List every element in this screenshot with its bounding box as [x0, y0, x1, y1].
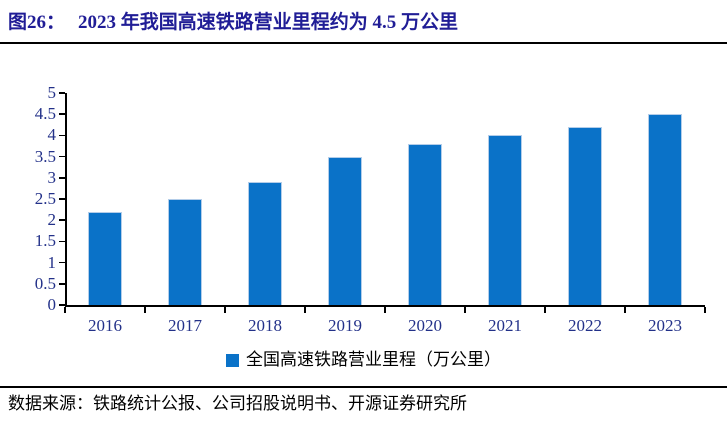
x-axis-line	[65, 305, 705, 307]
title-divider-line	[0, 42, 727, 44]
bar	[248, 182, 282, 305]
y-axis-tick	[59, 219, 65, 221]
bar-chart: 0 0.5 1 1.5 2 2.5 3 3.5 4 4.5 5 2016 2017 2018 2019 202…	[0, 60, 727, 340]
x-axis-tick	[304, 306, 306, 313]
y-tick-label: 2.5	[34, 189, 56, 208]
y-axis-tick	[59, 155, 65, 158]
y-tick-label: 4	[47, 125, 57, 145]
x-tick-label: 2019	[328, 316, 362, 335]
y-axis-tick	[59, 240, 65, 243]
x-axis-tick	[384, 306, 386, 313]
y-tick-label: 3	[47, 167, 57, 187]
y-tick-label: 3.5	[34, 146, 56, 166]
footer-divider-line	[0, 386, 727, 388]
legend-series-label: 全国高速铁路营业里程（万公里）	[246, 350, 501, 369]
figure-title-text: 2023 年我国高速铁路营业里程约为 4.5 万公里	[78, 12, 459, 33]
y-tick-label: 0.5	[34, 273, 56, 293]
y-axis-tick	[59, 134, 65, 137]
y-tick-label: 1.5	[34, 231, 56, 251]
bar	[88, 211, 122, 305]
x-tick-label: 2022	[568, 316, 602, 335]
bar	[328, 156, 362, 305]
x-axis-tick	[144, 306, 146, 313]
bar	[488, 135, 522, 305]
figure-title: 图26： 2023 年我国高速铁路营业里程约为 4.5 万公里	[8, 11, 719, 35]
y-tick-label: 0	[47, 295, 57, 314]
y-axis-line	[65, 93, 67, 307]
y-tick-label: 1	[47, 252, 57, 272]
y-tick-label: 5	[47, 83, 57, 102]
x-tick-label: 2018	[248, 316, 282, 335]
legend-square-icon	[226, 353, 239, 367]
x-axis-tick	[224, 306, 226, 313]
x-axis-tick	[704, 306, 706, 313]
x-tick-label: 2023	[648, 316, 682, 335]
x-axis-tick	[464, 306, 466, 313]
y-axis-tick	[59, 283, 65, 285]
y-axis-tick	[59, 113, 65, 115]
y-axis-tick	[59, 304, 65, 306]
x-axis-tick	[544, 306, 546, 313]
x-axis-tick	[624, 306, 626, 313]
x-tick-label: 2016	[88, 316, 122, 335]
y-tick-label: 2	[47, 210, 57, 230]
y-axis-tick	[59, 261, 65, 264]
data-source-note: 数据来源：铁路统计公报、公司招股说明书、开源证券研究所	[8, 394, 467, 413]
x-tick-label: 2020	[408, 316, 442, 335]
y-axis-tick	[59, 92, 65, 94]
bar	[408, 143, 442, 305]
y-tick-label: 4.5	[34, 104, 56, 124]
x-tick-label: 2021	[488, 316, 522, 335]
bar	[568, 126, 602, 305]
y-axis-tick	[59, 177, 65, 179]
bar	[648, 114, 682, 305]
figure-number-label: 图26：	[8, 12, 66, 33]
x-axis-tick	[64, 306, 66, 313]
chart-legend: 全国高速铁路营业里程（万公里）	[0, 350, 727, 370]
bar	[168, 199, 202, 305]
x-tick-label: 2017	[168, 316, 202, 335]
y-axis-tick	[59, 198, 65, 200]
